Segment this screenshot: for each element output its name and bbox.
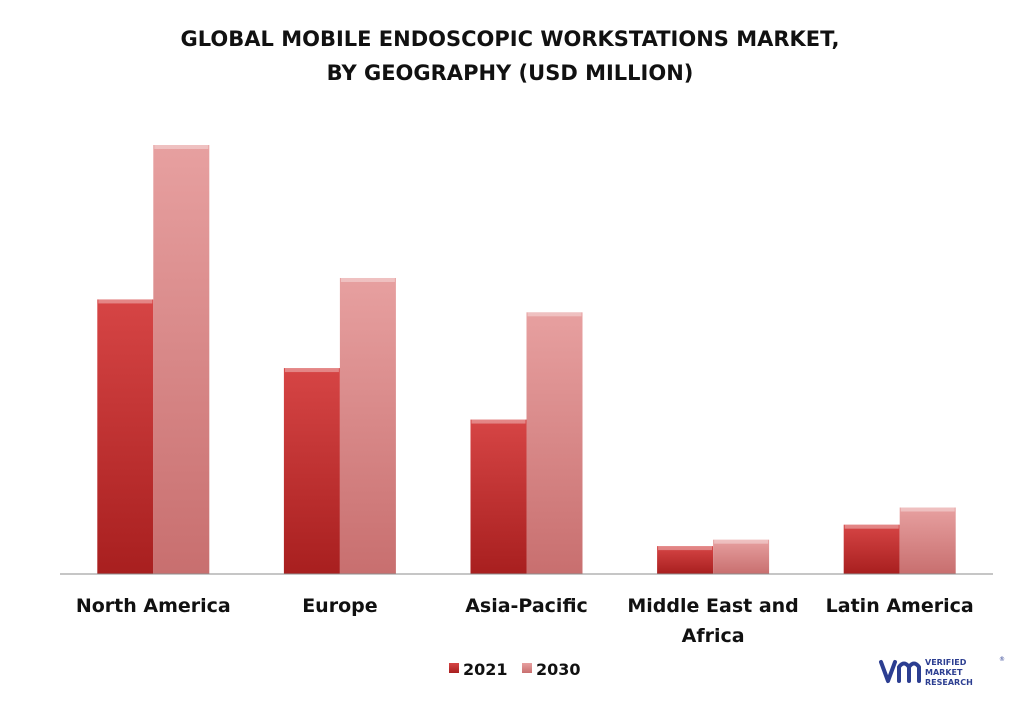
bar-highlight bbox=[471, 419, 526, 424]
category-label: North America bbox=[76, 595, 231, 617]
category-label: Latin America bbox=[826, 595, 974, 617]
bar-2030-north-america bbox=[153, 145, 210, 574]
bar-highlight bbox=[154, 145, 209, 149]
legend-swatch-2021 bbox=[449, 663, 459, 673]
legend-label-2021: 2021 bbox=[463, 660, 508, 679]
bar-highlight bbox=[98, 299, 153, 304]
brand-logo: VERIFIED ® MARKET RESEARCH bbox=[879, 656, 1005, 687]
legend-swatch-2030 bbox=[522, 663, 532, 673]
legend: 2021 2030 bbox=[449, 660, 581, 679]
bar-2030-latin-america bbox=[899, 507, 956, 574]
chart-title-line-2: BY GEOGRAPHY (USD MILLION) bbox=[326, 61, 694, 85]
bar-highlight bbox=[900, 507, 955, 512]
category-label: Europe bbox=[302, 595, 377, 617]
bar-2021-north-america bbox=[97, 299, 154, 574]
bar-2030-europe bbox=[339, 277, 396, 574]
bar-highlight bbox=[844, 524, 899, 529]
chart-title-line-1: GLOBAL MOBILE ENDOSCOPIC WORKSTATIONS MA… bbox=[180, 27, 840, 51]
bar-2021-middle-east-and-africa bbox=[657, 546, 714, 574]
bar-highlight bbox=[284, 368, 339, 373]
bar-highlight bbox=[714, 539, 769, 544]
brand-name-line-3: RESEARCH bbox=[925, 678, 973, 687]
brand-logo-mark bbox=[879, 660, 921, 683]
bar-highlight bbox=[340, 277, 395, 282]
bars-layer bbox=[97, 145, 956, 574]
legend-label-2030: 2030 bbox=[536, 660, 581, 679]
category-labels: North America Europe Asia-Pacific Middle Ea… bbox=[76, 595, 974, 647]
bar-2030-middle-east-and-africa bbox=[713, 539, 770, 574]
category-label: Asia-Pacific bbox=[465, 595, 588, 617]
logo-v-stroke bbox=[879, 660, 897, 683]
bar-2021-europe bbox=[283, 368, 340, 574]
brand-registered-mark: ® bbox=[999, 656, 1005, 663]
chart-title: GLOBAL MOBILE ENDOSCOPIC WORKSTATIONS MA… bbox=[60, 22, 960, 90]
bar-highlight bbox=[658, 546, 713, 551]
brand-name-line-2: MARKET bbox=[925, 668, 963, 677]
bar-2030-asia-pacific bbox=[526, 312, 583, 574]
bar-2021-latin-america bbox=[843, 524, 900, 574]
bar-highlight bbox=[527, 312, 582, 317]
category-label: Middle East and Africa bbox=[627, 595, 798, 647]
bar-2021-asia-pacific bbox=[470, 419, 527, 574]
brand-name-line-1: VERIFIED bbox=[925, 658, 967, 667]
logo-m-stroke bbox=[897, 661, 921, 683]
